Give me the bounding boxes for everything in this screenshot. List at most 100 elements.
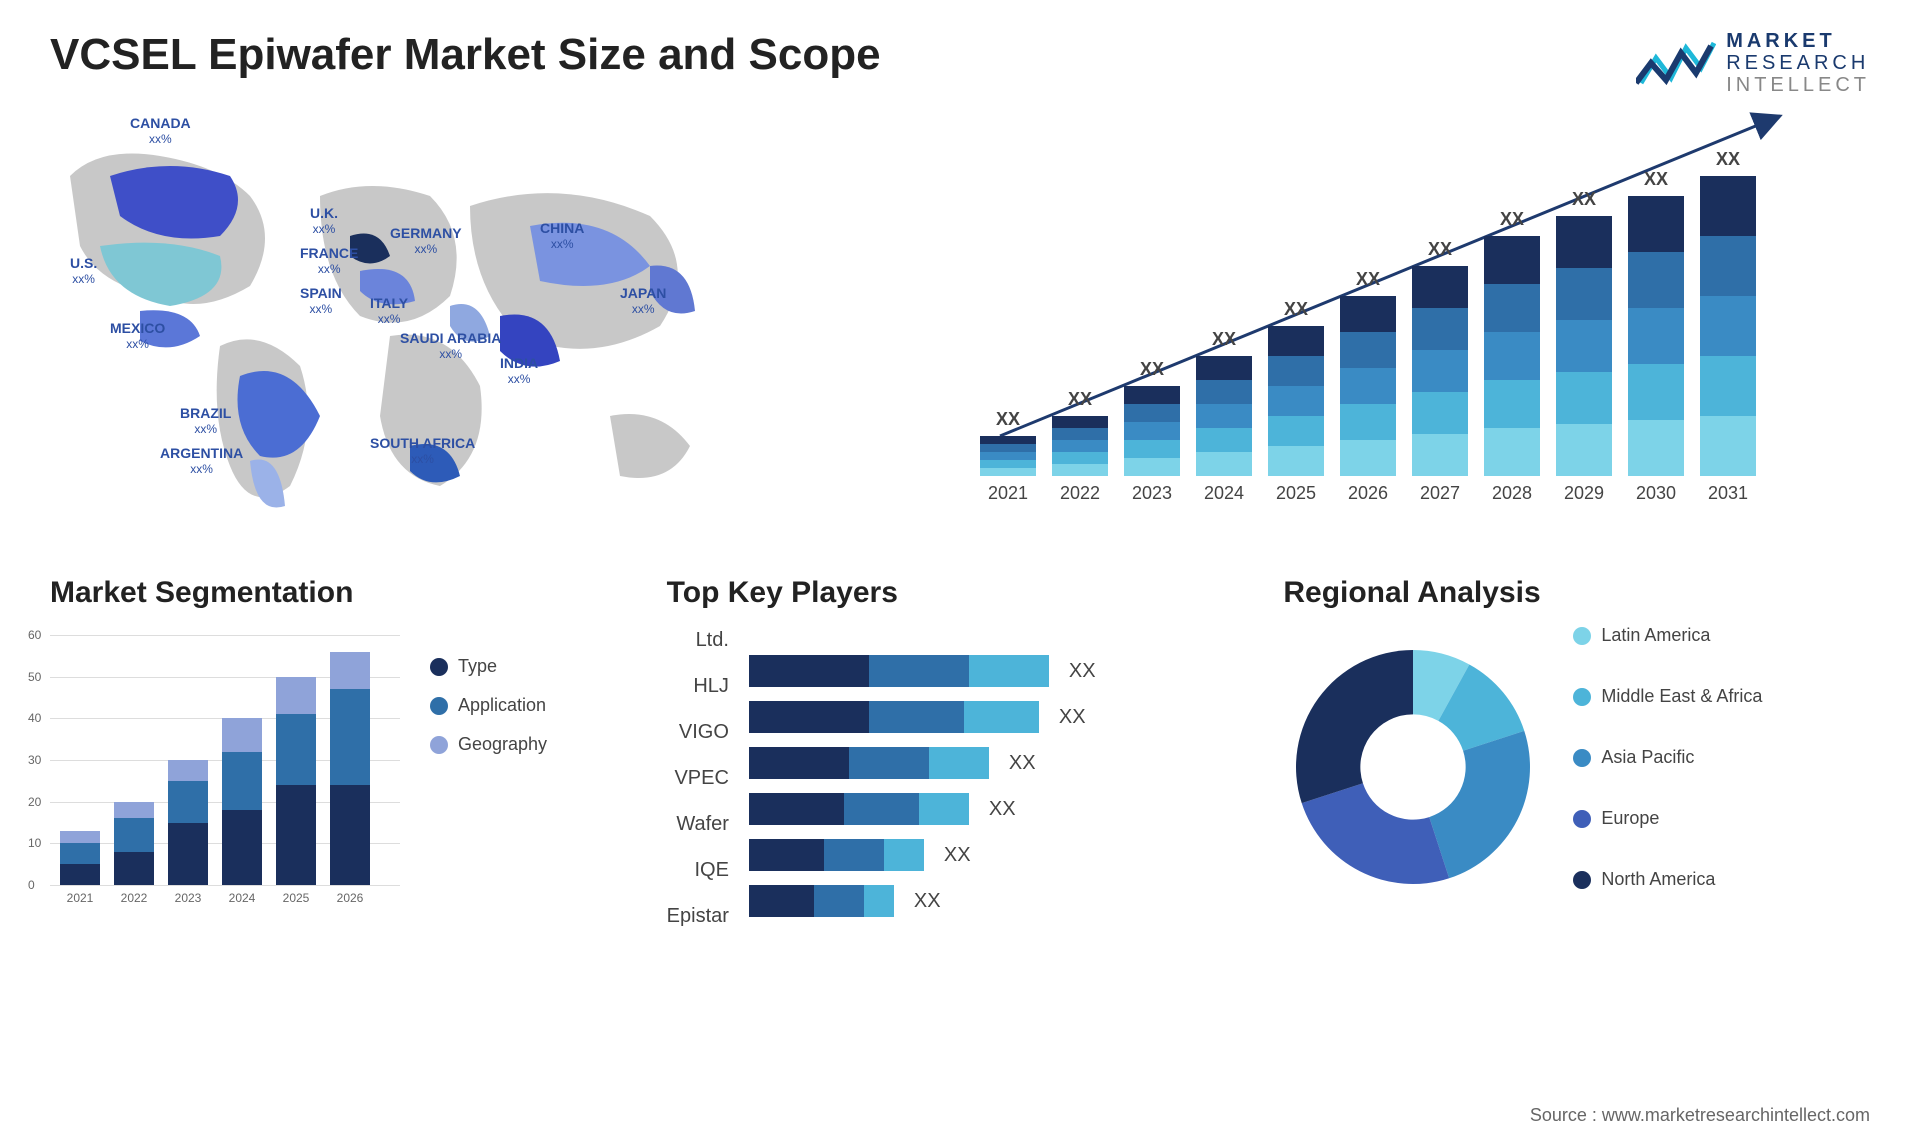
growth-bar-year: 2022 (1052, 483, 1108, 504)
player-name-label: HLJ (693, 671, 729, 701)
growth-bar-value: XX (1484, 209, 1540, 230)
growth-bar-value: XX (1700, 149, 1756, 170)
map-label: ITALYxx% (370, 296, 408, 327)
donut-chart (1283, 637, 1543, 897)
player-name-label: IQE (694, 855, 728, 885)
page-title: VCSEL Epiwafer Market Size and Scope (50, 30, 881, 80)
growth-bar-panel: XX 2021 XX 2022 XX 2023 XX 2024 XX 2025 XX 2026 XX 20… (980, 116, 1870, 536)
growth-bar-value: XX (1340, 269, 1396, 290)
seg-bar (222, 718, 262, 885)
player-bar-row: XX (749, 655, 1253, 687)
growth-bar-year: 2023 (1124, 483, 1180, 504)
legend-item: Type (430, 656, 547, 677)
growth-bar-year: 2024 (1196, 483, 1252, 504)
seg-bar (276, 677, 316, 885)
map-label: U.K.xx% (310, 206, 338, 237)
growth-bar-value: XX (1124, 359, 1180, 380)
player-bar-row: XX (749, 747, 1253, 779)
map-label: SAUDI ARABIAxx% (400, 331, 501, 362)
map-label: U.S.xx% (70, 256, 97, 287)
legend-item: Application (430, 695, 547, 716)
map-label: MEXICOxx% (110, 321, 165, 352)
growth-bar-year: 2029 (1556, 483, 1612, 504)
map-label: GERMANYxx% (390, 226, 462, 257)
map-label: FRANCExx% (300, 246, 358, 277)
segmentation-panel: Market Segmentation 01020304050602021202… (50, 576, 637, 936)
region-legend: Latin America Middle East & Africa Asia Pa… (1573, 625, 1762, 908)
legend-item: Europe (1573, 808, 1762, 829)
seg-bar (114, 802, 154, 885)
growth-bar: XX (1556, 216, 1612, 476)
player-bar-row: XX (749, 793, 1253, 825)
player-bars: XX XX XX XX XX XX (749, 625, 1253, 931)
source-text: Source : www.marketresearchintellect.com (1530, 1105, 1870, 1126)
player-name-label: VIGO (679, 717, 729, 747)
regional-panel: Regional Analysis Latin America Middle Ea… (1283, 576, 1870, 936)
player-bar-row: XX (749, 839, 1253, 871)
world-map-panel: CANADAxx% U.S.xx% MEXICOxx% BRAZILxx% ARGENT… (50, 116, 940, 536)
growth-bar-year: 2025 (1268, 483, 1324, 504)
segmentation-title: Market Segmentation (50, 576, 637, 610)
player-name-label: Epistar (667, 901, 729, 931)
map-label: CANADAxx% (130, 116, 191, 147)
map-label: JAPANxx% (620, 286, 666, 317)
player-names-col: Ltd. HLJ VIGO VPEC Wafer IQE Epistar (667, 625, 729, 931)
segmentation-chart: 0102030405060202120222023202420252026 (50, 625, 400, 905)
seg-bar (60, 831, 100, 885)
map-label: ARGENTINAxx% (160, 446, 243, 477)
player-bar-row: XX (749, 701, 1253, 733)
map-label: SOUTH AFRICAxx% (370, 436, 475, 467)
logo-icon (1636, 38, 1716, 88)
growth-bar: XX (1124, 386, 1180, 476)
growth-bar: XX (1340, 296, 1396, 476)
growth-bar-value: XX (1628, 169, 1684, 190)
growth-bar: XX (1052, 416, 1108, 476)
growth-bar-year: 2031 (1700, 483, 1756, 504)
growth-bar-value: XX (1196, 329, 1252, 350)
regional-title: Regional Analysis (1283, 576, 1870, 610)
logo-text: MARKET RESEARCH INTELLECT (1726, 30, 1870, 96)
growth-bar-value: XX (1268, 299, 1324, 320)
player-bar-row: XX (749, 885, 1253, 917)
growth-bar-value: XX (980, 409, 1036, 430)
growth-bar-year: 2030 (1628, 483, 1684, 504)
growth-bar-year: 2027 (1412, 483, 1468, 504)
growth-bar-value: XX (1052, 389, 1108, 410)
growth-bar: XX (980, 436, 1036, 476)
map-label: CHINAxx% (540, 221, 584, 252)
donut-slice (1302, 783, 1449, 884)
player-name-label: Wafer (676, 809, 729, 839)
legend-item: Middle East & Africa (1573, 686, 1762, 707)
donut-slice (1430, 730, 1531, 877)
players-panel: Top Key Players Ltd. HLJ VIGO VPEC Wafer IQE E… (667, 576, 1254, 936)
map-label: BRAZILxx% (180, 406, 231, 437)
player-name-label: Ltd. (696, 625, 729, 655)
header: VCSEL Epiwafer Market Size and Scope MAR… (50, 30, 1870, 96)
growth-bar: XX (1412, 266, 1468, 476)
legend-item: North America (1573, 869, 1762, 890)
growth-bar: XX (1484, 236, 1540, 476)
growth-bar: XX (1196, 356, 1252, 476)
map-label: INDIAxx% (500, 356, 538, 387)
seg-bar (330, 652, 370, 885)
seg-bar (168, 760, 208, 885)
legend-item: Geography (430, 734, 547, 755)
growth-bar: XX (1268, 326, 1324, 476)
growth-bar: XX (1700, 176, 1756, 476)
growth-bar-value: XX (1556, 189, 1612, 210)
player-name-label: VPEC (674, 763, 728, 793)
segmentation-legend: Type Application Geography (430, 656, 547, 773)
bottom-row: Market Segmentation 01020304050602021202… (50, 576, 1870, 936)
growth-bar-year: 2021 (980, 483, 1036, 504)
growth-bar-year: 2026 (1340, 483, 1396, 504)
legend-item: Latin America (1573, 625, 1762, 646)
top-row: CANADAxx% U.S.xx% MEXICOxx% BRAZILxx% ARGENT… (50, 116, 1870, 536)
legend-item: Asia Pacific (1573, 747, 1762, 768)
growth-bar-year: 2028 (1484, 483, 1540, 504)
growth-bar: XX (1628, 196, 1684, 476)
logo: MARKET RESEARCH INTELLECT (1636, 30, 1870, 96)
players-title: Top Key Players (667, 576, 1254, 610)
donut-slice (1296, 650, 1413, 803)
map-label: SPAINxx% (300, 286, 342, 317)
growth-chart: XX2021XX2022XX2023XX2024XX2025XX2026XX20… (980, 116, 1870, 476)
